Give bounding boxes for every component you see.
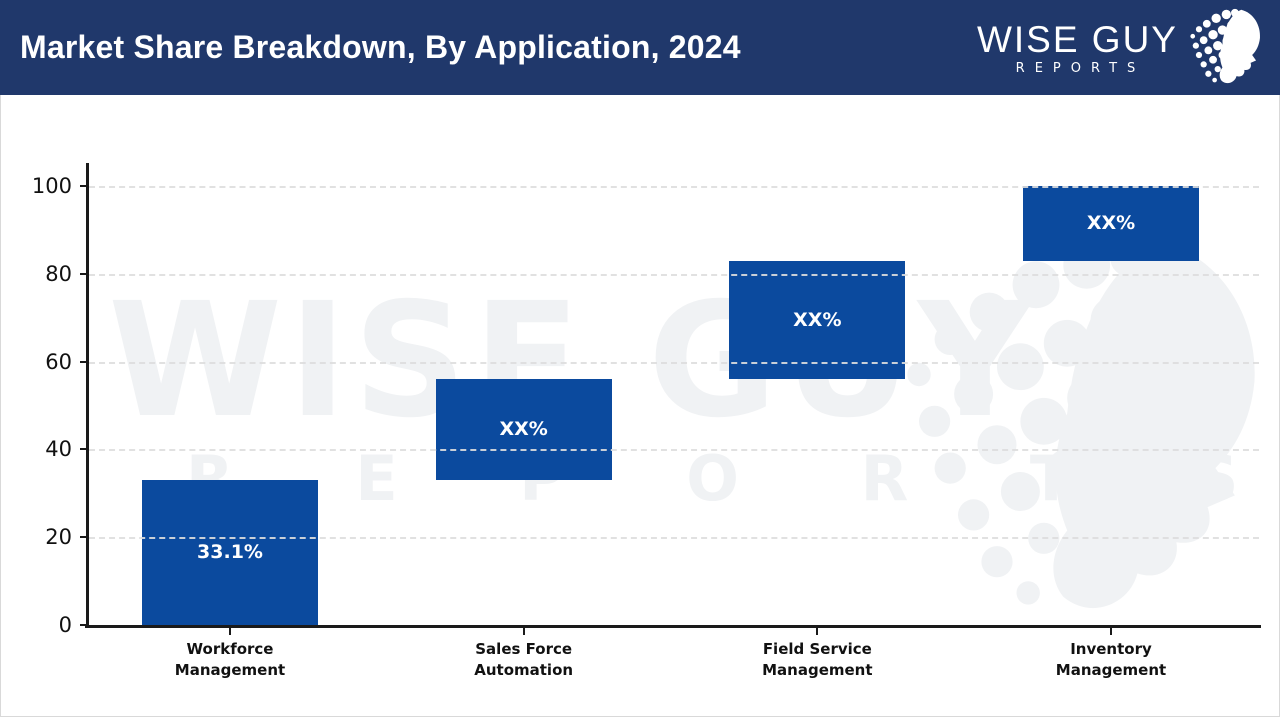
category-label-line: Workforce (186, 640, 274, 658)
bar-segment: XX% (435, 379, 612, 480)
category-label-line: Automation (474, 661, 574, 679)
y-tick-mark (80, 448, 87, 451)
logo-wordmark: WISE GUY (976, 18, 1178, 60)
bar-value-label: XX% (499, 418, 548, 441)
y-tick-mark (80, 272, 87, 275)
category-label-line: Management (1055, 661, 1167, 679)
bar-value-label: 33.1% (197, 541, 263, 564)
y-tick-label: 60 (45, 349, 72, 374)
x-tick-mark (229, 627, 231, 635)
logo-head-icon (1190, 8, 1261, 83)
y-tick-mark (80, 360, 87, 363)
x-tick-mark (1110, 627, 1112, 635)
y-tick-label: 20 (45, 525, 72, 550)
bar-segment: XX% (1023, 186, 1199, 261)
bar-segment: 33.1% (142, 479, 318, 625)
x-tick-mark (522, 627, 525, 635)
wise-guy-reports-logo: WISE GUY REPORTS (977, 5, 1266, 91)
category-label-line: Inventory (1070, 640, 1152, 658)
bar-value-label: XX% (1086, 212, 1136, 235)
category-label-line: Sales Force (475, 640, 573, 658)
y-axis-line (86, 163, 89, 628)
logo-text: WISE GUY REPORTS (977, 21, 1178, 75)
bar-value-label: XX% (793, 308, 842, 331)
y-tick-label: 100 (31, 174, 72, 198)
category-label-line: Management (174, 661, 286, 679)
logo-subtitle: REPORTS (1015, 60, 1146, 76)
y-tick-label: 40 (45, 437, 72, 462)
gridline-40 (89, 449, 1259, 452)
y-tick-label: 80 (45, 261, 72, 286)
gridline-100 (89, 186, 1259, 188)
gridline-20 (89, 537, 1259, 540)
category-label-line: Management (762, 661, 873, 679)
category-label-line: Field Service (762, 640, 872, 658)
category-label: Field Service Management (687, 639, 947, 681)
category-label: Sales Force Automation (394, 639, 654, 681)
gridline-80 (89, 273, 1259, 276)
y-tick-mark (80, 624, 87, 626)
header-band: Market Share Breakdown, By Application, … (0, 0, 1280, 95)
category-label: Workforce Management (100, 639, 360, 681)
y-tick-mark (80, 536, 87, 539)
gridline-60 (89, 361, 1259, 364)
chart-title: Market Share Breakdown, By Application, … (20, 29, 741, 65)
watermark-head-icon (907, 238, 1255, 609)
y-tick-mark (80, 185, 87, 187)
x-axis-line (85, 625, 1261, 628)
bar-segment: XX% (729, 260, 906, 380)
category-label: Inventory Management (981, 639, 1241, 681)
x-tick-mark (816, 627, 819, 635)
y-tick-label: 0 (58, 613, 72, 637)
